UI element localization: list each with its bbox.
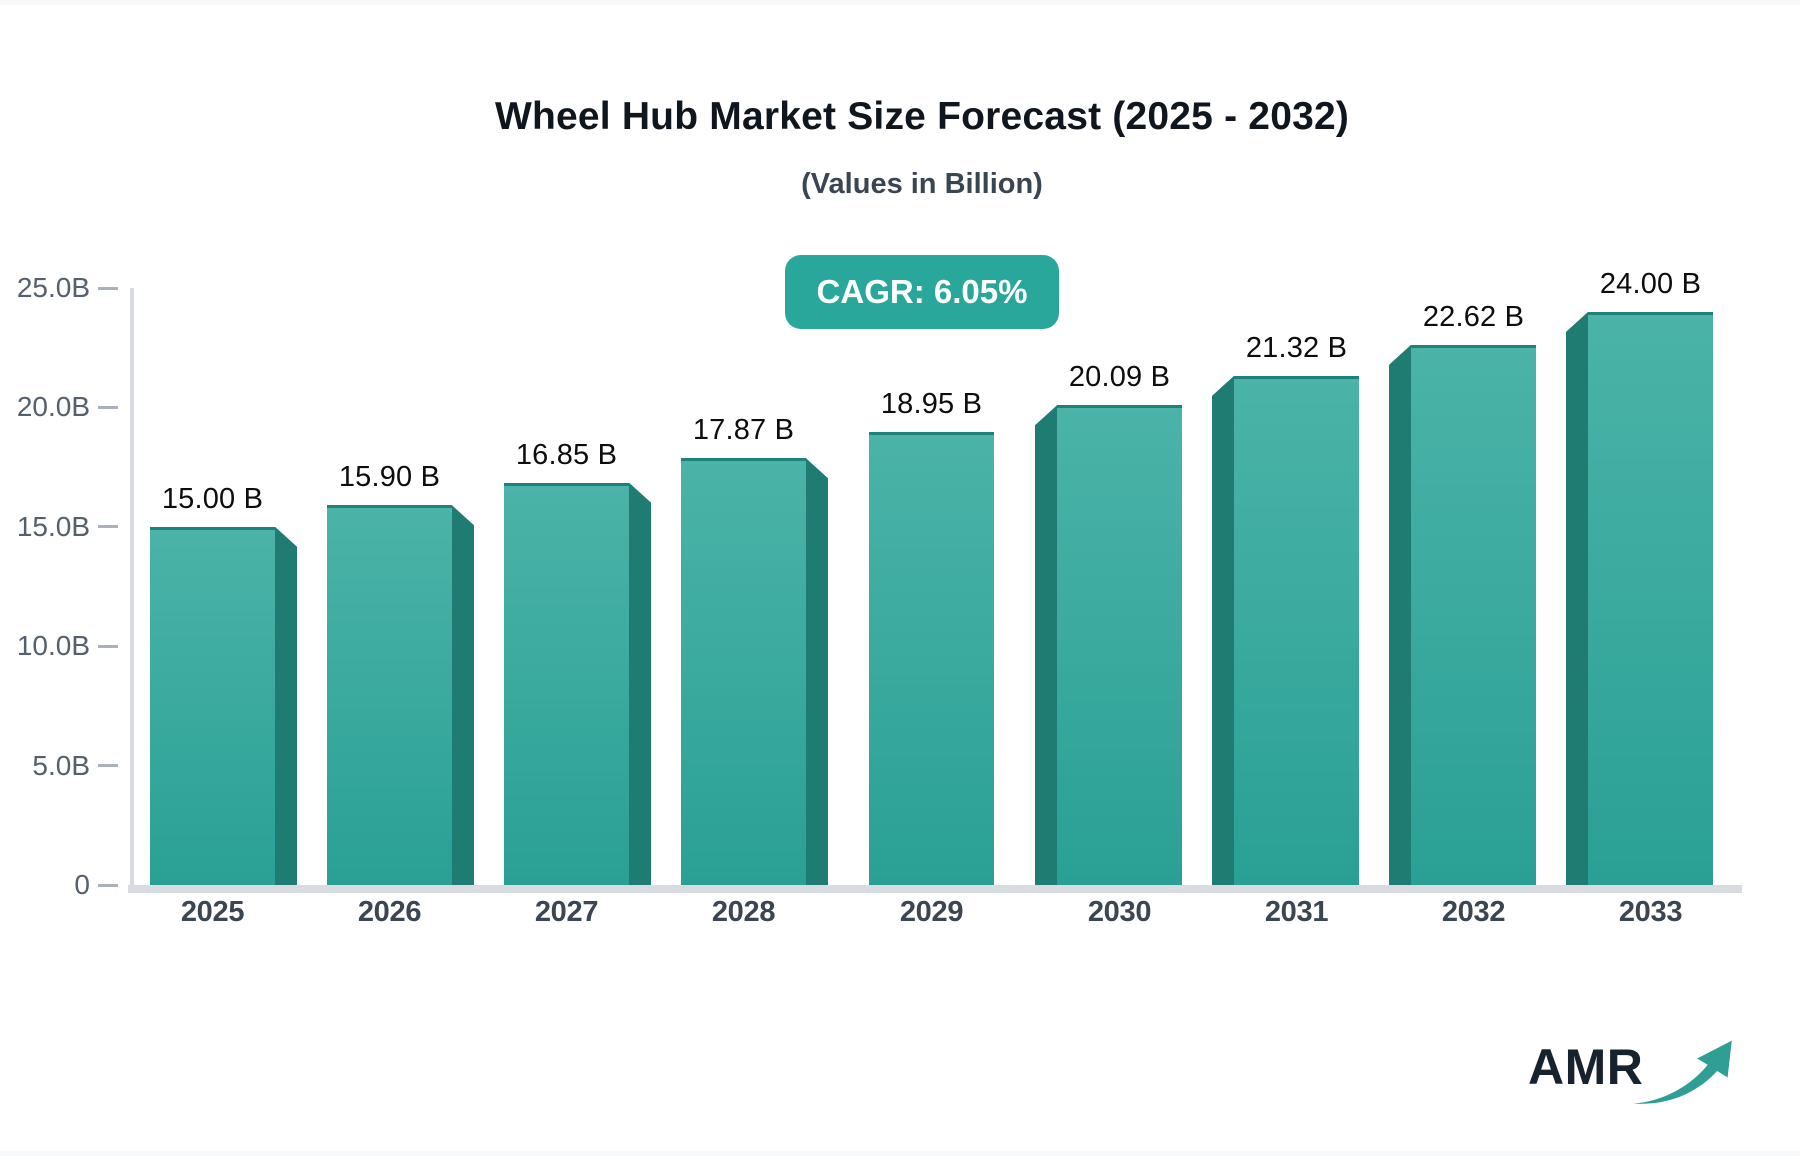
page-top-edge — [0, 0, 1800, 5]
bar-3d-side — [1566, 311, 1588, 885]
x-axis-baseline — [128, 885, 1742, 893]
y-axis-tick — [98, 525, 118, 529]
bar-2033[interactable] — [1566, 311, 1713, 885]
bar-face — [1057, 405, 1182, 885]
chart-subtitle: (Values in Billion) — [801, 168, 1043, 200]
bar-3d-side — [629, 482, 651, 885]
bar-2026[interactable] — [327, 505, 474, 885]
x-axis-label-2033: 2033 — [1618, 896, 1683, 928]
bar-face — [327, 505, 452, 885]
bar-face — [150, 526, 275, 885]
y-axis-tick — [98, 286, 118, 290]
y-axis-tick-label: 0 — [74, 869, 90, 900]
bar-3d-side — [1389, 344, 1411, 885]
bar-face — [1588, 311, 1713, 885]
bar-face — [681, 458, 806, 885]
x-axis-label-2030: 2030 — [1087, 896, 1152, 928]
cagr-badge: CAGR: 6.05% — [785, 255, 1059, 329]
bar-3d-side — [452, 505, 474, 885]
chart-title: Wheel Hub Market Size Forecast (2025 - 2… — [494, 95, 1350, 138]
bar-2029[interactable] — [858, 432, 1005, 885]
bar-2032[interactable] — [1389, 344, 1536, 885]
bar-value-label: 24.00 B — [1599, 267, 1702, 300]
y-axis-tick — [98, 764, 118, 768]
bar-3d-side — [1212, 375, 1234, 885]
bar-face — [869, 432, 994, 885]
x-axis-label-2032: 2032 — [1441, 896, 1506, 928]
bar-value-label: 18.95 B — [880, 388, 983, 421]
y-axis-tick-label: 10.0B — [16, 630, 90, 662]
bar-face — [1234, 375, 1359, 885]
bar-value-label: 16.85 B — [515, 438, 618, 471]
y-axis-tick-label: 15.0B — [16, 510, 90, 542]
x-axis-label-2029: 2029 — [899, 896, 964, 928]
y-axis-tick-label: 25.0B — [16, 272, 90, 303]
x-axis-label-2026: 2026 — [357, 896, 422, 928]
bar-value-label: 17.87 B — [692, 414, 795, 447]
amr-logo: AMR — [1528, 1030, 1738, 1120]
bar-3d-side — [1035, 405, 1057, 885]
y-axis-tick — [98, 405, 118, 409]
y-axis-tick — [98, 644, 118, 648]
bar-face — [1411, 344, 1536, 885]
bar-2025[interactable] — [150, 526, 297, 885]
bar-value-label: 22.62 B — [1422, 300, 1525, 333]
bar-value-label: 20.09 B — [1068, 361, 1171, 394]
bar-3d-side — [806, 458, 828, 885]
page-bottom-edge — [0, 1151, 1800, 1156]
x-axis-label-2028: 2028 — [711, 896, 776, 928]
amr-logo-text: AMR — [1528, 1039, 1644, 1095]
bar-2031[interactable] — [1212, 375, 1359, 885]
bar-value-label: 15.90 B — [338, 461, 441, 494]
y-axis-tick-label: 5.0B — [32, 749, 90, 781]
bar-value-label: 15.00 B — [161, 482, 264, 515]
x-axis-label-2027: 2027 — [534, 896, 599, 928]
y-axis-tick — [98, 883, 118, 887]
bar-value-label: 21.32 B — [1245, 331, 1348, 364]
x-axis-label-2025: 2025 — [180, 896, 245, 928]
y-axis-tick-label: 20.0B — [16, 391, 90, 423]
growth-arrow-icon — [1633, 1040, 1732, 1104]
bar-2030[interactable] — [1035, 405, 1182, 885]
bar-2027[interactable] — [504, 482, 651, 885]
x-axis-label-2031: 2031 — [1264, 896, 1329, 928]
y-axis-line — [130, 288, 134, 885]
bar-3d-side — [275, 526, 297, 885]
bar-face — [504, 482, 629, 885]
bar-2028[interactable] — [681, 458, 828, 885]
